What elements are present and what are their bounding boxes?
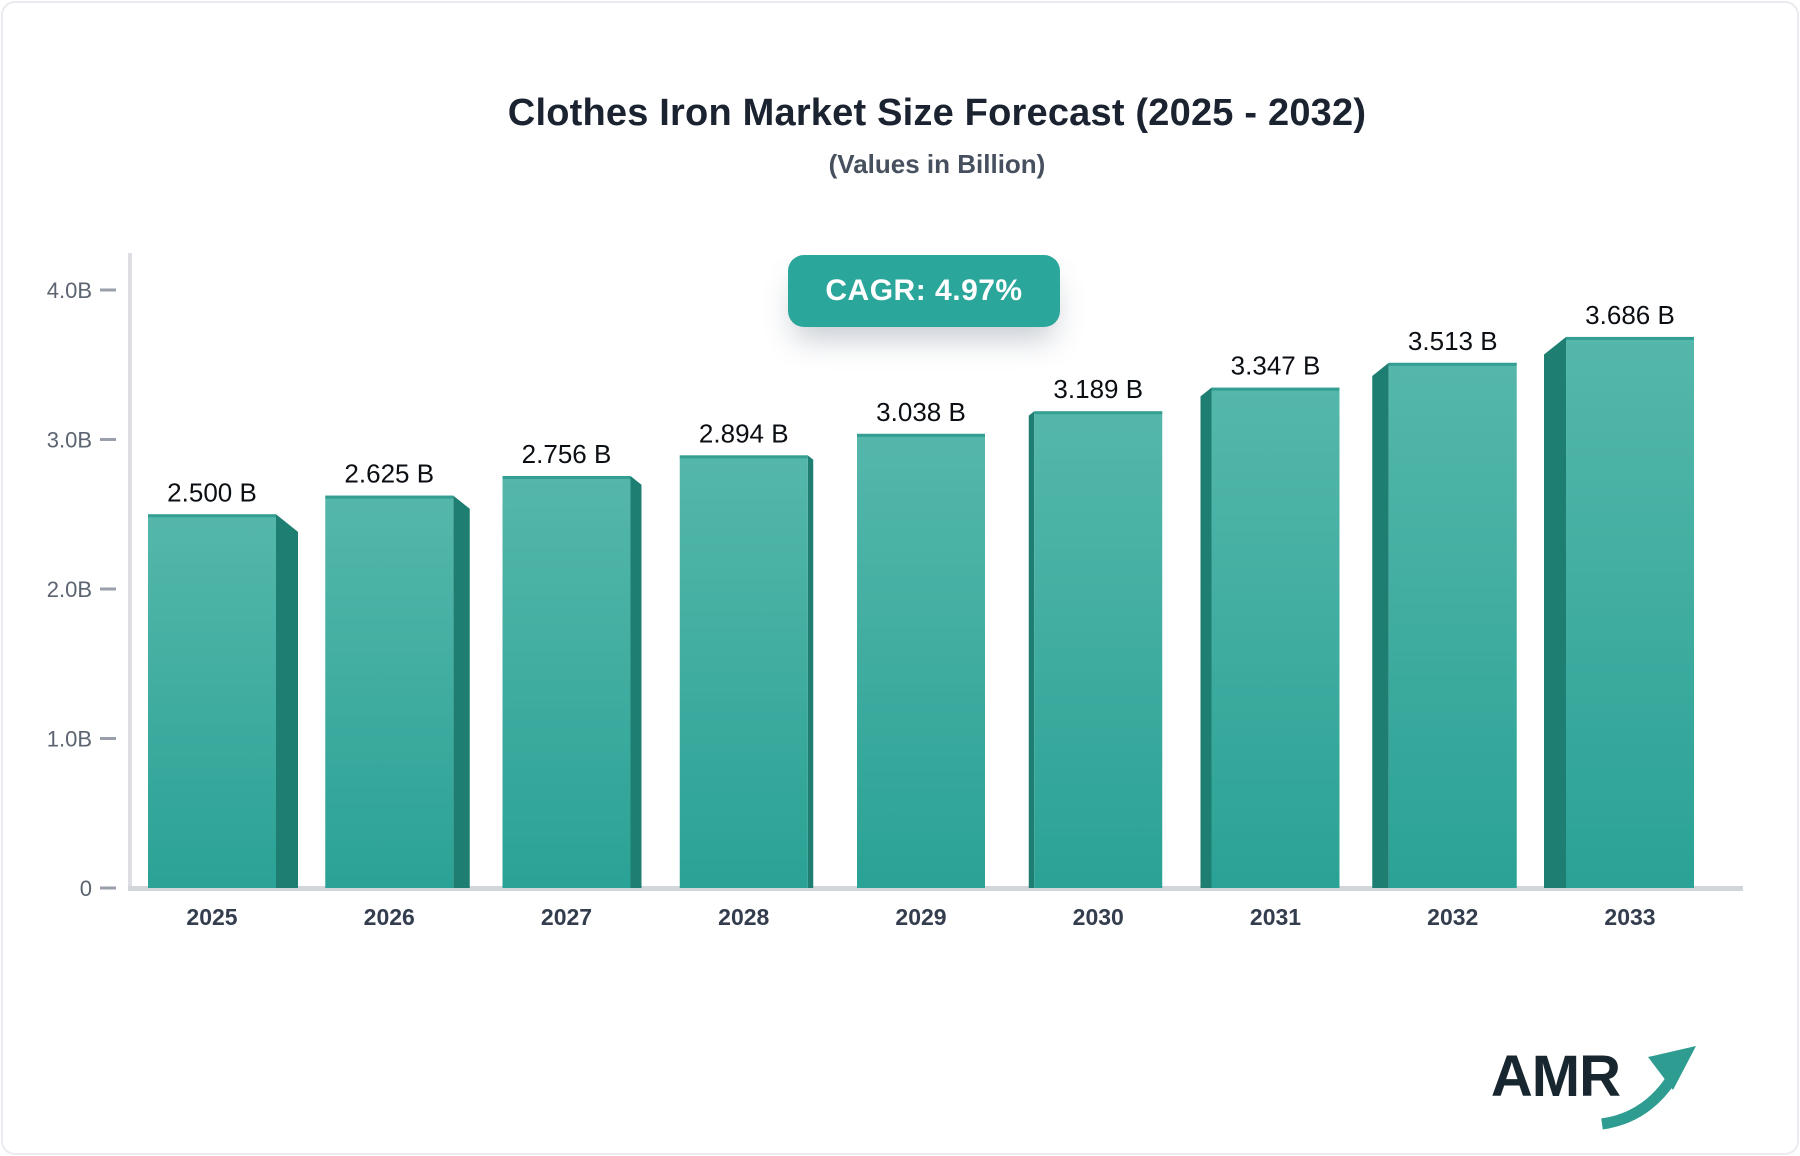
- bar-value-label: 2.625 B: [344, 459, 434, 489]
- y-tick: [100, 438, 116, 441]
- bar-value-label: 3.038 B: [876, 397, 966, 427]
- y-tick: [100, 886, 116, 890]
- bar-face[interactable]: [502, 475, 631, 888]
- y-tick: [100, 288, 116, 292]
- y-tick-label: 0: [80, 876, 92, 901]
- bar-2026[interactable]: [325, 495, 470, 888]
- bar-side-face[interactable]: [1544, 336, 1566, 888]
- bar-2029[interactable]: [857, 433, 985, 888]
- x-axis-label-2031: 2031: [1250, 904, 1301, 930]
- y-tick-label: 1.0B: [47, 727, 92, 752]
- x-axis-label-2032: 2032: [1427, 904, 1478, 930]
- bar-side-face[interactable]: [276, 514, 298, 888]
- bar-2027[interactable]: [502, 475, 642, 888]
- amr-logo-text: AMR: [1490, 1044, 1621, 1109]
- bar-face[interactable]: [325, 495, 454, 888]
- x-axis-line: [128, 886, 1743, 891]
- y-axis-line: [128, 253, 132, 890]
- chart-title: Clothes Iron Market Size Forecast (2025 …: [507, 92, 1367, 134]
- bar-2033[interactable]: [1544, 336, 1694, 888]
- bar-face[interactable]: [1388, 362, 1517, 888]
- y-tick: [100, 737, 116, 740]
- bar-2028[interactable]: [679, 455, 814, 888]
- bar-top-edge: [1566, 336, 1694, 340]
- x-axis-label-2026: 2026: [364, 904, 415, 930]
- x-axis-label-2025: 2025: [186, 904, 237, 930]
- bar-top-edge: [325, 495, 454, 499]
- bar-top-edge: [1211, 387, 1340, 391]
- bar-value-label: 3.189 B: [1053, 374, 1143, 404]
- bar-top-edge: [502, 475, 631, 479]
- bar-2032[interactable]: [1372, 362, 1517, 888]
- bar-top-edge: [857, 433, 985, 437]
- bar-value-label: 2.894 B: [699, 418, 789, 448]
- x-axis-label-2028: 2028: [718, 904, 769, 930]
- bar-side-face[interactable]: [453, 495, 470, 888]
- y-tick-label: 3.0B: [47, 428, 92, 453]
- x-axis-label-2029: 2029: [895, 904, 946, 930]
- bar-top-edge: [1034, 411, 1163, 415]
- chart-header: Clothes Iron Market Size Forecast (2025 …: [131, 92, 1743, 180]
- chart-subtitle: (Values in Billion): [828, 149, 1046, 179]
- bar-value-label: 2.756 B: [522, 439, 612, 469]
- bar-face[interactable]: [1566, 336, 1694, 888]
- bar-side-face[interactable]: [1028, 411, 1035, 888]
- bar-top-edge: [148, 514, 276, 518]
- cagr-badge: CAGR: 4.97%: [788, 255, 1060, 327]
- bar-face[interactable]: [857, 433, 985, 888]
- bar-face[interactable]: [1034, 411, 1163, 888]
- bar-side-face[interactable]: [1200, 387, 1212, 888]
- x-axis-label-2030: 2030: [1073, 904, 1124, 930]
- y-tick: [100, 587, 116, 591]
- bar-face[interactable]: [148, 514, 276, 888]
- y-tick-label: 4.0B: [47, 278, 92, 303]
- bar-2031[interactable]: [1200, 387, 1340, 888]
- x-axis-label-2033: 2033: [1604, 904, 1655, 930]
- amr-logo: AMR: [1490, 1044, 1704, 1132]
- bar-2025[interactable]: [148, 514, 298, 888]
- bar-side-face[interactable]: [1372, 362, 1389, 888]
- bar-side-face[interactable]: [630, 475, 642, 888]
- y-tick-label: 2.0B: [47, 577, 92, 602]
- bar-value-label: 3.513 B: [1408, 326, 1498, 356]
- bar-value-label: 3.686 B: [1585, 300, 1675, 330]
- bar-face[interactable]: [1211, 387, 1340, 888]
- bar-top-edge: [679, 455, 808, 459]
- bar-value-label: 3.347 B: [1231, 351, 1321, 381]
- bar-side-face[interactable]: [807, 455, 814, 888]
- bar-top-edge: [1388, 362, 1517, 366]
- bar-value-label: 2.500 B: [167, 477, 257, 507]
- growth-arrow-icon: [1601, 1046, 1696, 1130]
- bar-face[interactable]: [679, 455, 808, 888]
- bar-2030[interactable]: [1028, 411, 1163, 888]
- x-axis-label-2027: 2027: [541, 904, 592, 930]
